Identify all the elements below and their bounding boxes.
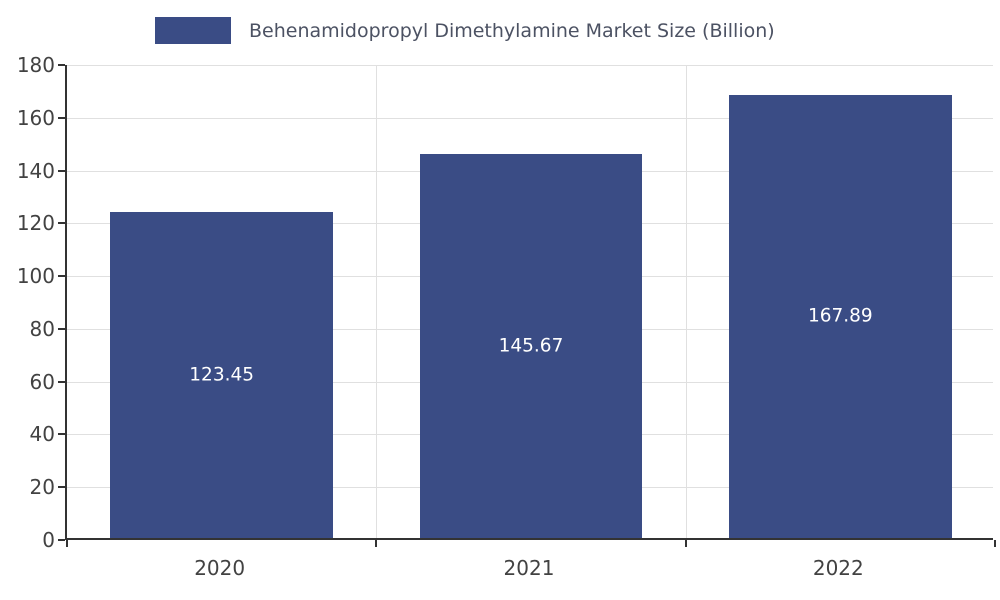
y-tick-label: 140: [16, 158, 55, 183]
y-tick-mark: [58, 64, 65, 66]
y-tick-mark: [58, 222, 65, 225]
y-tick-mark: [58, 275, 65, 278]
legend-swatch-icon: [155, 17, 231, 44]
bar-value-label: 167.89: [807, 305, 873, 327]
y-tick-label: 60: [29, 369, 55, 394]
x-axis: 2020 2021 2022: [65, 556, 993, 592]
x-tick-label: 2021: [503, 556, 555, 580]
y-axis: 0 20 40 60 80 100 120 140 160 180: [0, 53, 55, 552]
y-tick-label: 0: [42, 528, 55, 552]
x-tick-mark: [684, 540, 687, 547]
bar-2020[interactable]: 123.45: [110, 212, 334, 538]
x-tick-mark: [375, 540, 378, 547]
y-tick-mark: [58, 116, 65, 119]
y-tick-label: 180: [16, 53, 55, 77]
plot-area: 123.45 145.67 167.89: [58, 64, 996, 547]
gridline-vertical: [376, 65, 378, 538]
y-tick-label: 100: [16, 264, 55, 289]
bar-value-label: 145.67: [498, 335, 564, 357]
y-tick-label: 120: [16, 211, 55, 236]
bar-2021[interactable]: 145.67: [419, 153, 643, 538]
x-tick-label: 2020: [194, 556, 246, 580]
chart-title: Behenamidopropyl Dimethylamine Market Si…: [249, 19, 775, 42]
y-tick-mark: [58, 169, 65, 172]
x-tick-label: 2022: [812, 556, 864, 580]
gridline-horizontal: [67, 65, 993, 66]
y-tick-mark: [58, 380, 65, 383]
y-tick-label: 80: [29, 316, 55, 341]
gridline-horizontal: [67, 117, 993, 119]
y-tick-mark: [58, 539, 65, 541]
y-tick-mark: [58, 433, 65, 436]
bar-value-label: 123.45: [189, 364, 255, 386]
x-tick-mark: [994, 540, 996, 547]
y-tick-label: 20: [29, 475, 55, 500]
y-tick-mark: [58, 327, 65, 330]
y-tick-label: 40: [29, 422, 55, 447]
x-tick-mark: [66, 540, 68, 547]
chart-legend[interactable]: Behenamidopropyl Dimethylamine Market Si…: [155, 17, 775, 44]
bar-2022[interactable]: 167.89: [728, 94, 952, 538]
gridline-vertical: [685, 65, 687, 538]
y-tick-mark: [58, 486, 65, 489]
y-tick-label: 160: [16, 105, 55, 130]
